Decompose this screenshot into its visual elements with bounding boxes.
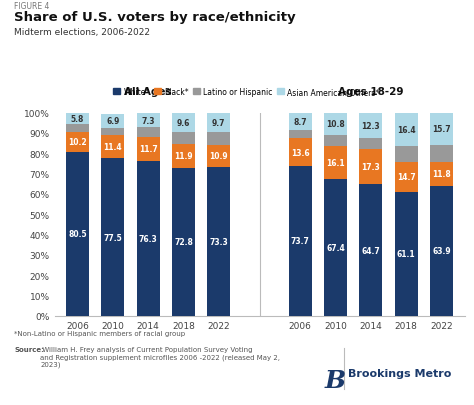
Text: 73.7: 73.7 <box>291 237 310 246</box>
Bar <box>66 132 89 153</box>
Bar <box>172 168 195 316</box>
Text: All Ages: All Ages <box>124 87 172 97</box>
Text: 16.1: 16.1 <box>326 159 345 168</box>
Text: 11.7: 11.7 <box>139 145 157 154</box>
Bar <box>172 133 195 144</box>
Text: 76.3: 76.3 <box>139 234 157 243</box>
Text: 17.3: 17.3 <box>362 163 380 172</box>
Bar <box>101 114 124 128</box>
Text: 14.7: 14.7 <box>397 173 416 182</box>
Legend: White*, Black*, Latino or Hispanic, Asian American/Others*: White*, Black*, Latino or Hispanic, Asia… <box>110 85 383 100</box>
Text: 61.1: 61.1 <box>397 249 416 258</box>
Bar <box>324 147 347 179</box>
Text: Midterm elections, 2006-2022: Midterm elections, 2006-2022 <box>14 28 150 37</box>
Text: 10.8: 10.8 <box>326 120 345 129</box>
Bar <box>137 161 160 316</box>
Text: 63.9: 63.9 <box>432 247 451 256</box>
Bar <box>137 113 160 128</box>
Text: 72.8: 72.8 <box>174 238 193 247</box>
Bar <box>324 179 347 316</box>
Bar <box>101 128 124 136</box>
Text: 5.8: 5.8 <box>71 115 84 124</box>
Text: Brookings Metro: Brookings Metro <box>348 369 452 379</box>
Text: FIGURE 4: FIGURE 4 <box>14 2 50 11</box>
Bar <box>101 136 124 159</box>
Bar <box>359 185 383 316</box>
Text: 12.3: 12.3 <box>362 122 380 130</box>
Text: Share of U.S. voters by race/ethnicity: Share of U.S. voters by race/ethnicity <box>14 11 296 24</box>
Bar <box>430 163 453 186</box>
Text: B: B <box>325 369 346 392</box>
Bar <box>395 192 418 316</box>
Text: 8.7: 8.7 <box>293 118 307 127</box>
Text: 67.4: 67.4 <box>326 243 345 252</box>
Text: 7.3: 7.3 <box>141 116 155 125</box>
Bar <box>208 168 230 316</box>
Bar <box>289 131 311 139</box>
Bar <box>430 145 453 162</box>
Bar <box>289 113 311 131</box>
Bar <box>359 139 383 150</box>
Bar <box>430 113 453 145</box>
Text: 73.3: 73.3 <box>210 237 228 246</box>
Text: 10.9: 10.9 <box>210 152 228 161</box>
Bar <box>430 186 453 316</box>
Text: Source:: Source: <box>14 346 44 352</box>
Bar <box>395 147 418 162</box>
Text: 11.8: 11.8 <box>432 170 451 179</box>
Bar <box>324 113 347 135</box>
Bar <box>66 153 89 316</box>
Text: 6.9: 6.9 <box>106 117 119 126</box>
Text: 9.7: 9.7 <box>212 119 226 128</box>
Bar <box>395 113 418 147</box>
Bar <box>66 125 89 132</box>
Text: 15.7: 15.7 <box>432 125 451 134</box>
Text: William H. Frey analysis of Current Population Survey Voting
and Registration su: William H. Frey analysis of Current Popu… <box>40 346 280 367</box>
Text: 9.6: 9.6 <box>177 119 190 128</box>
Text: 80.5: 80.5 <box>68 230 87 239</box>
Bar <box>208 113 230 133</box>
Text: 16.4: 16.4 <box>397 126 416 134</box>
Bar <box>289 167 311 316</box>
Text: 11.4: 11.4 <box>103 143 122 152</box>
Text: Ages 18-29: Ages 18-29 <box>338 87 403 97</box>
Bar <box>395 162 418 192</box>
Text: *Non-Latino or Hispanic members of racial group: *Non-Latino or Hispanic members of racia… <box>14 330 185 336</box>
Bar <box>324 135 347 147</box>
Text: 64.7: 64.7 <box>362 246 380 255</box>
Bar <box>208 145 230 168</box>
Bar <box>66 113 89 125</box>
Bar <box>172 145 195 168</box>
Bar <box>137 138 160 161</box>
Text: 11.9: 11.9 <box>174 152 193 161</box>
Text: 13.6: 13.6 <box>291 148 310 158</box>
Bar <box>172 113 195 133</box>
Bar <box>137 128 160 138</box>
Text: 77.5: 77.5 <box>103 233 122 242</box>
Bar <box>101 159 124 316</box>
Bar <box>208 133 230 145</box>
Bar <box>359 113 383 139</box>
Bar <box>289 139 311 167</box>
Text: 10.2: 10.2 <box>68 138 87 147</box>
Bar <box>359 150 383 185</box>
